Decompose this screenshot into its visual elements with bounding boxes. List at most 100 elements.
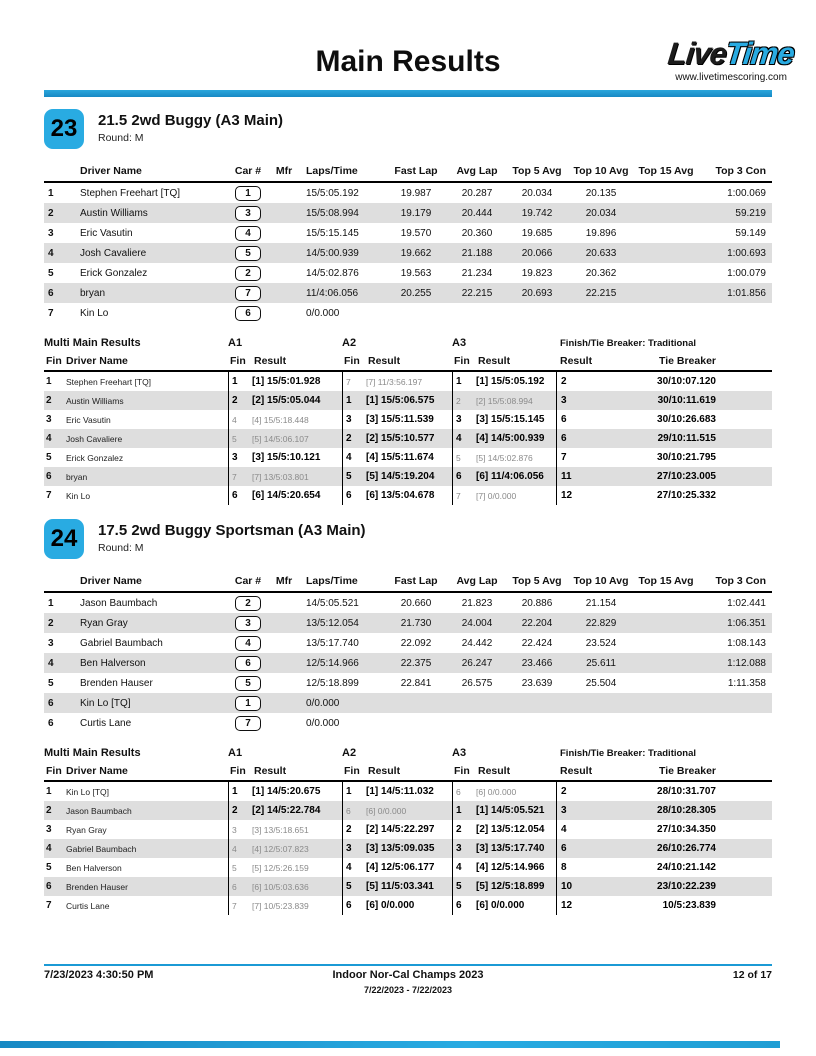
- a3-fin-cell: 1: [452, 372, 476, 391]
- main-result-row: 5 Erick Gonzalez 2 14/5:02.876 19.563 21.234 1…: [44, 263, 772, 283]
- race-section-23: 23 21.5 2wd Buggy (A3 Main) Round: M Dri…: [44, 109, 772, 505]
- page-number: 12 of 17: [732, 969, 772, 981]
- print-timestamp: 7/23/2023 4:30:50 PM: [44, 969, 154, 981]
- overall-result-cell: 3: [556, 391, 640, 410]
- avg-lap-cell: 21.823: [461, 597, 493, 609]
- a2-result-cell: [6] 0/0.000: [366, 900, 415, 911]
- multi-main-row: 2 Austin Williams 2 [2] 15/5:05.044 1 [1] 15/…: [44, 391, 772, 410]
- main-result-row: 3 Eric Vasutin 4 15/5:15.145 19.570 20.360 19.…: [44, 223, 772, 243]
- car-number-badge: 4: [235, 635, 261, 651]
- a2-result-cell: [4] 15/5:11.674: [366, 452, 434, 463]
- car-number-badge: 2: [235, 265, 261, 281]
- laps-time-cell: 13/5:12.054: [306, 617, 359, 629]
- car-number-badge: 2: [235, 595, 261, 611]
- position-cell: 6: [48, 697, 54, 709]
- fast-lap-cell: 19.570: [400, 227, 432, 239]
- avg-lap-cell: 21.188: [461, 247, 493, 259]
- fast-lap-cell: 22.092: [400, 637, 432, 649]
- tie-breaker-cell: 24/10:21.142: [657, 862, 716, 873]
- a1-fin-header: Fin: [230, 354, 246, 367]
- main-result-row: 5 Brenden Hauser 5 12/5:18.899 22.841 26.575 2…: [44, 673, 772, 693]
- a2-fin-cell: 1: [342, 391, 366, 410]
- a3-group-header: A3: [452, 747, 467, 759]
- multi-title: Multi Main Results: [44, 337, 141, 349]
- position-cell: 2: [48, 617, 54, 629]
- a3-result-header: Result: [478, 354, 511, 367]
- driver-name-cell: Stephen Freehart [TQ]: [66, 376, 152, 387]
- driver-name-cell: Austin Williams: [66, 395, 124, 406]
- driver-name-cell: Gabriel Baumbach: [66, 843, 137, 854]
- avg-lap-header: Avg Lap: [456, 165, 498, 177]
- multi-column-header-row: Fin Driver Name Fin Result Fin Result Fi…: [44, 351, 772, 372]
- main-results-table: Driver Name Car # Mfr Laps/Time Fast Lap…: [44, 161, 772, 323]
- overall-result-cell: 10: [556, 877, 640, 896]
- overall-result-cell: 7: [556, 448, 640, 467]
- top15-avg-header: Top 15 Avg: [638, 575, 694, 587]
- race-title: 17.5 2wd Buggy Sportsman (A3 Main): [98, 522, 366, 539]
- top5-avg-cell: 23.466: [521, 657, 553, 669]
- top3-con-header: Top 3 Con: [715, 165, 766, 177]
- driver-name-cell: Ben Halverson: [80, 657, 146, 669]
- a3-fin-cell: 4: [452, 858, 476, 877]
- multi-main-row: 2 Jason Baumbach 2 [2] 14/5:22.784 6 [6] 0/0.…: [44, 801, 772, 820]
- a1-fin-cell: 3: [228, 820, 252, 839]
- top10-avg-cell: 21.154: [585, 597, 617, 609]
- a2-fin-cell: 4: [342, 858, 366, 877]
- a1-fin-cell: 6: [228, 877, 252, 896]
- top5-avg-cell: 20.886: [521, 597, 553, 609]
- a2-fin-cell: 3: [342, 839, 366, 858]
- a1-fin-cell: 3: [228, 448, 252, 467]
- overall-result-cell: 4: [556, 820, 640, 839]
- a1-fin-cell: 5: [228, 429, 252, 448]
- main-result-row: 4 Ben Halverson 6 12/5:14.966 22.375 26.247 23…: [44, 653, 772, 673]
- tie-breaker-mode-label: Finish/Tie Breaker: Traditional: [560, 747, 697, 759]
- fin-cell: 4: [46, 843, 52, 854]
- position-cell: 3: [48, 227, 54, 239]
- car-number-badge: 1: [235, 695, 261, 711]
- position-cell: 5: [48, 267, 54, 279]
- main-result-row: 6 Curtis Lane 7 0/0.000: [44, 713, 772, 733]
- a1-fin-header: Fin: [230, 764, 246, 777]
- a2-result-cell: [3] 15/5:11.539: [366, 414, 434, 425]
- multi-main-row: 3 Ryan Gray 3 [3] 13/5:18.651 2 [2] 14/5:22.2…: [44, 820, 772, 839]
- laps-time-cell: 13/5:17.740: [306, 637, 359, 649]
- driver-name-cell: Ryan Gray: [66, 824, 107, 835]
- a3-result-cell: [3] 15/5:15.145: [476, 414, 545, 425]
- a3-result-cell: [1] 15/5:05.192: [476, 376, 545, 387]
- car-number-badge: 6: [235, 305, 261, 321]
- main-result-row: 6 Kin Lo [TQ] 1 0/0.000: [44, 693, 772, 713]
- a3-result-cell: [7] 0/0.000: [476, 490, 517, 501]
- a1-group-header: A1: [228, 337, 243, 349]
- fin-cell: 1: [46, 786, 52, 797]
- multi-main-row: 1 Stephen Freehart [TQ] 1 [1] 15/5:01.928 7[…: [44, 372, 772, 391]
- car-number-badge: 5: [235, 675, 261, 691]
- fast-lap-cell: 19.987: [400, 187, 432, 199]
- multi-group-header-row: Multi Main Results A1 A2 A3 Finish/Tie B…: [44, 335, 772, 351]
- a2-result-cell: [1] 15/5:06.575: [366, 395, 435, 406]
- avg-lap-cell: 26.247: [461, 657, 493, 669]
- laps-time-cell: 0/0.000: [306, 307, 340, 319]
- race-number-badge: 23: [44, 109, 84, 149]
- top3-con-cell: 1:06.351: [727, 617, 766, 629]
- laps-time-cell: 14/5:02.876: [306, 267, 359, 279]
- race-round: Round: M: [98, 542, 144, 554]
- a2-result-cell: [2] 14/5:22.297: [366, 824, 435, 835]
- a2-result-cell: [4] 12/5:06.177: [366, 862, 435, 873]
- driver-name-cell: Austin Williams: [80, 207, 148, 219]
- race-heading: 24 17.5 2wd Buggy Sportsman (A3 Main) Ro…: [44, 519, 772, 559]
- driver-name-cell: bryan: [66, 471, 88, 482]
- tie-breaker-cell: 27/10:34.350: [657, 824, 716, 835]
- top10-avg-cell: 20.034: [585, 207, 617, 219]
- a3-result-cell: [3] 13/5:17.740: [476, 843, 545, 854]
- tie-breaker-cell: 30/10:07.120: [657, 376, 716, 387]
- multi-main-row: 4 Josh Cavaliere 5 [5] 14/5:06.107 2 [2] 15/5…: [44, 429, 772, 448]
- main-result-row: 6 bryan 7 11/4:06.056 20.255 22.215 20.693 22.2…: [44, 283, 772, 303]
- a1-result-cell: [5] 14/5:06.107: [252, 433, 309, 444]
- tie-breaker-cell: 28/10:28.305: [657, 805, 716, 816]
- laps-time-header: Laps/Time: [306, 165, 358, 177]
- top10-avg-cell: 19.896: [585, 227, 617, 239]
- fin-cell: 3: [46, 414, 52, 425]
- overall-result-cell: 11: [556, 467, 640, 486]
- top3-con-cell: 1:12.088: [727, 657, 766, 669]
- multi-main-row: 7 Curtis Lane 7 [7] 10/5:23.839 6 [6] 0/0.000…: [44, 896, 772, 915]
